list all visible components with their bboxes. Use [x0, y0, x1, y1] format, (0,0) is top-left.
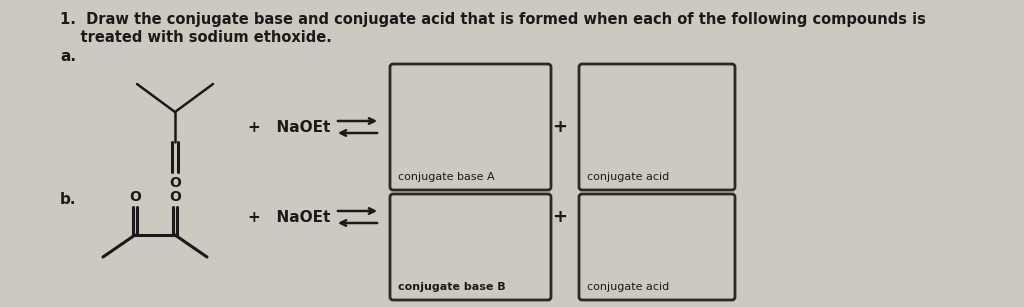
FancyBboxPatch shape: [579, 64, 735, 190]
Text: a.: a.: [60, 49, 76, 64]
FancyBboxPatch shape: [390, 64, 551, 190]
Text: conjugate acid: conjugate acid: [587, 172, 670, 182]
FancyBboxPatch shape: [579, 194, 735, 300]
Text: O: O: [129, 190, 141, 204]
Text: O: O: [169, 176, 181, 190]
Text: +: +: [553, 118, 567, 136]
Text: +   NaOEt: + NaOEt: [248, 119, 331, 134]
Text: conjugate base A: conjugate base A: [398, 172, 495, 182]
Text: O: O: [169, 190, 181, 204]
Text: conjugate base B: conjugate base B: [398, 282, 506, 292]
Text: b.: b.: [60, 192, 77, 207]
Text: conjugate acid: conjugate acid: [587, 282, 670, 292]
Text: +   NaOEt: + NaOEt: [248, 209, 331, 224]
Text: 1.  Draw the conjugate base and conjugate acid that is formed when each of the f: 1. Draw the conjugate base and conjugate…: [60, 12, 926, 27]
Text: +: +: [553, 208, 567, 226]
FancyBboxPatch shape: [390, 194, 551, 300]
Text: treated with sodium ethoxide.: treated with sodium ethoxide.: [60, 30, 332, 45]
